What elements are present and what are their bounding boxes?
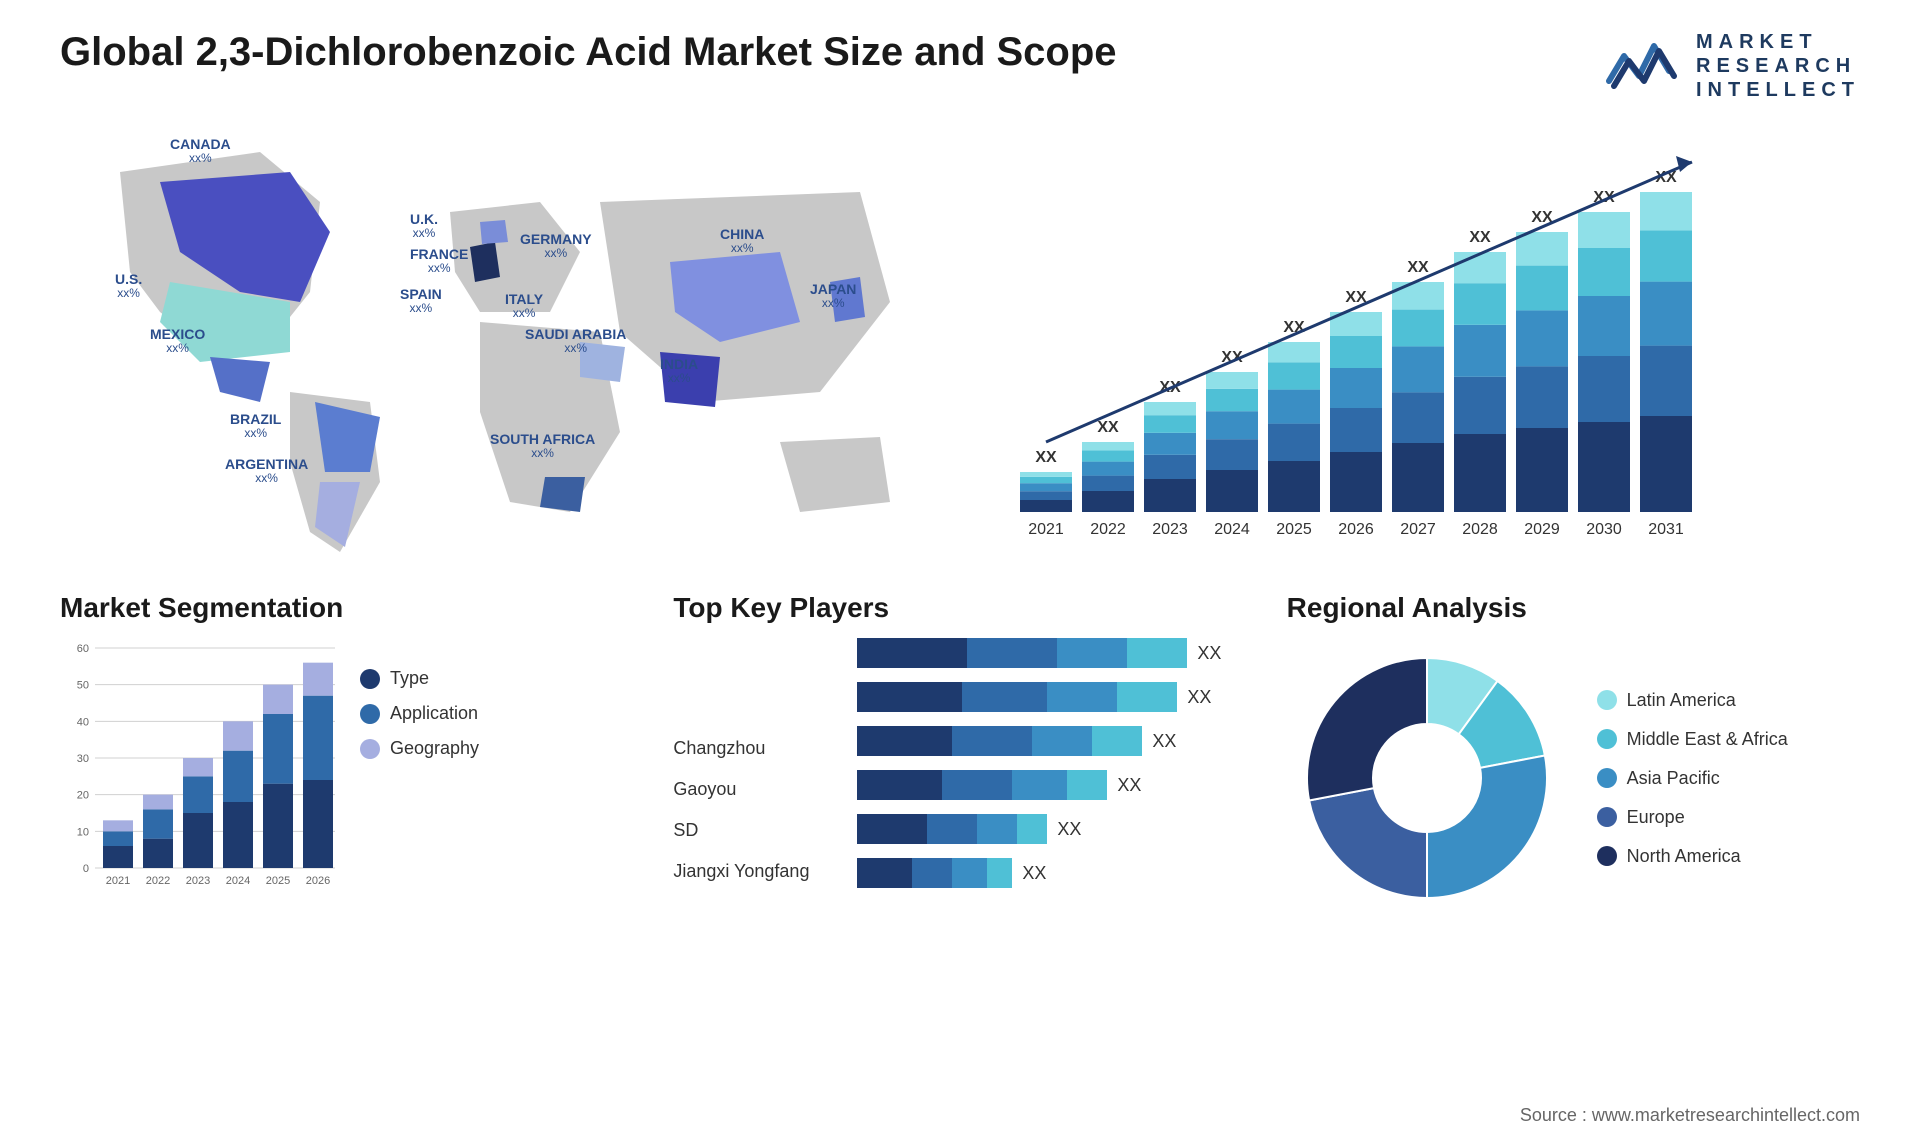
map-country-label: SAUDI ARABIAxx%: [525, 327, 626, 356]
svg-text:2028: 2028: [1462, 521, 1498, 538]
map-country-label: INDIAxx%: [660, 357, 698, 386]
svg-text:2030: 2030: [1586, 521, 1622, 538]
svg-text:0: 0: [83, 863, 89, 875]
svg-text:2026: 2026: [306, 875, 330, 887]
svg-text:2027: 2027: [1400, 521, 1436, 538]
player-bar-row: XX: [857, 814, 1246, 844]
svg-text:50: 50: [77, 680, 89, 692]
player-bar-row: XX: [857, 770, 1246, 800]
svg-text:2022: 2022: [146, 875, 170, 887]
player-bar-row: XX: [857, 682, 1246, 712]
svg-text:XX: XX: [1097, 419, 1119, 436]
map-country-label: FRANCExx%: [410, 247, 468, 276]
legend-item: Middle East & Africa: [1597, 729, 1788, 750]
regional-legend: Latin America Middle East & Africa Asia Pa…: [1597, 690, 1788, 867]
player-bar-row: XX: [857, 638, 1246, 668]
map-country-label: SPAINxx%: [400, 287, 442, 316]
map-country-label: GERMANYxx%: [520, 232, 592, 261]
page-title: Global 2,3-Dichlorobenzoic Acid Market S…: [60, 30, 1117, 75]
logo-line: INTELLECT: [1696, 78, 1860, 102]
player-label: Jiangxi Yongfang: [673, 861, 843, 882]
player-label: Changzhou: [673, 738, 843, 759]
player-bar-row: XX: [857, 726, 1246, 756]
svg-text:2021: 2021: [106, 875, 130, 887]
legend-item: Application: [360, 703, 479, 724]
svg-text:2022: 2022: [1090, 521, 1126, 538]
svg-text:XX: XX: [1035, 449, 1057, 466]
player-label: SD: [673, 820, 843, 841]
legend-item: Type: [360, 668, 479, 689]
svg-text:2025: 2025: [1276, 521, 1312, 538]
map-country-label: ITALYxx%: [505, 292, 543, 321]
legend-item: Latin America: [1597, 690, 1788, 711]
map-country-label: CANADAxx%: [170, 137, 231, 166]
map-country-label: U.K.xx%: [410, 212, 438, 241]
svg-text:XX: XX: [1407, 259, 1429, 276]
legend-item: Europe: [1597, 807, 1788, 828]
legend-item: North America: [1597, 846, 1788, 867]
segmentation-legend: Type Application Geography: [360, 638, 479, 898]
player-label: Gaoyou: [673, 779, 843, 800]
map-country-label: MEXICOxx%: [150, 327, 205, 356]
section-title-regional: Regional Analysis: [1287, 592, 1860, 624]
svg-text:40: 40: [77, 716, 89, 728]
map-country-label: U.S.xx%: [115, 272, 142, 301]
player-bar-row: XX: [857, 858, 1246, 888]
players-labels: Changzhou Gaoyou SD Jiangxi Yongfang: [673, 638, 843, 888]
legend-item: Asia Pacific: [1597, 768, 1788, 789]
growth-chart: XX2021XX2022XX2023XX2024XX2025XX2026XX20…: [980, 132, 1860, 562]
logo-line: RESEARCH: [1696, 54, 1860, 78]
svg-text:2031: 2031: [1648, 521, 1684, 538]
legend-item: Geography: [360, 738, 479, 759]
map-country-label: BRAZILxx%: [230, 412, 281, 441]
svg-text:2023: 2023: [186, 875, 210, 887]
svg-text:2029: 2029: [1524, 521, 1560, 538]
svg-text:2021: 2021: [1028, 521, 1064, 538]
svg-text:60: 60: [77, 643, 89, 655]
svg-text:2024: 2024: [1214, 521, 1250, 538]
svg-text:2026: 2026: [1338, 521, 1374, 538]
map-country-label: ARGENTINAxx%: [225, 457, 308, 486]
svg-text:2024: 2024: [226, 875, 250, 887]
svg-text:20: 20: [77, 790, 89, 802]
players-bars: XX XX XX XX XX XX: [857, 638, 1246, 888]
source-credit: Source : www.marketresearchintellect.com: [1520, 1105, 1860, 1126]
world-map: CANADAxx% U.S.xx% MEXICOxx% BRAZILxx% ARGENT…: [60, 132, 940, 562]
map-country-label: SOUTH AFRICAxx%: [490, 432, 595, 461]
svg-text:2023: 2023: [1152, 521, 1188, 538]
section-title-players: Top Key Players: [673, 592, 1246, 624]
map-country-label: CHINAxx%: [720, 227, 764, 256]
svg-text:10: 10: [77, 826, 89, 838]
map-country-label: JAPANxx%: [810, 282, 856, 311]
brand-logo: MARKET RESEARCH INTELLECT: [1604, 30, 1860, 102]
svg-text:30: 30: [77, 753, 89, 765]
regional-donut: [1287, 638, 1567, 918]
segmentation-chart: 0 10 20 30 40 50 60 2021 2022 2023 2024 2025 2026: [60, 638, 340, 898]
logo-line: MARKET: [1696, 30, 1860, 54]
section-title-segmentation: Market Segmentation: [60, 592, 633, 624]
svg-text:2025: 2025: [266, 875, 290, 887]
svg-text:XX: XX: [1469, 229, 1491, 246]
